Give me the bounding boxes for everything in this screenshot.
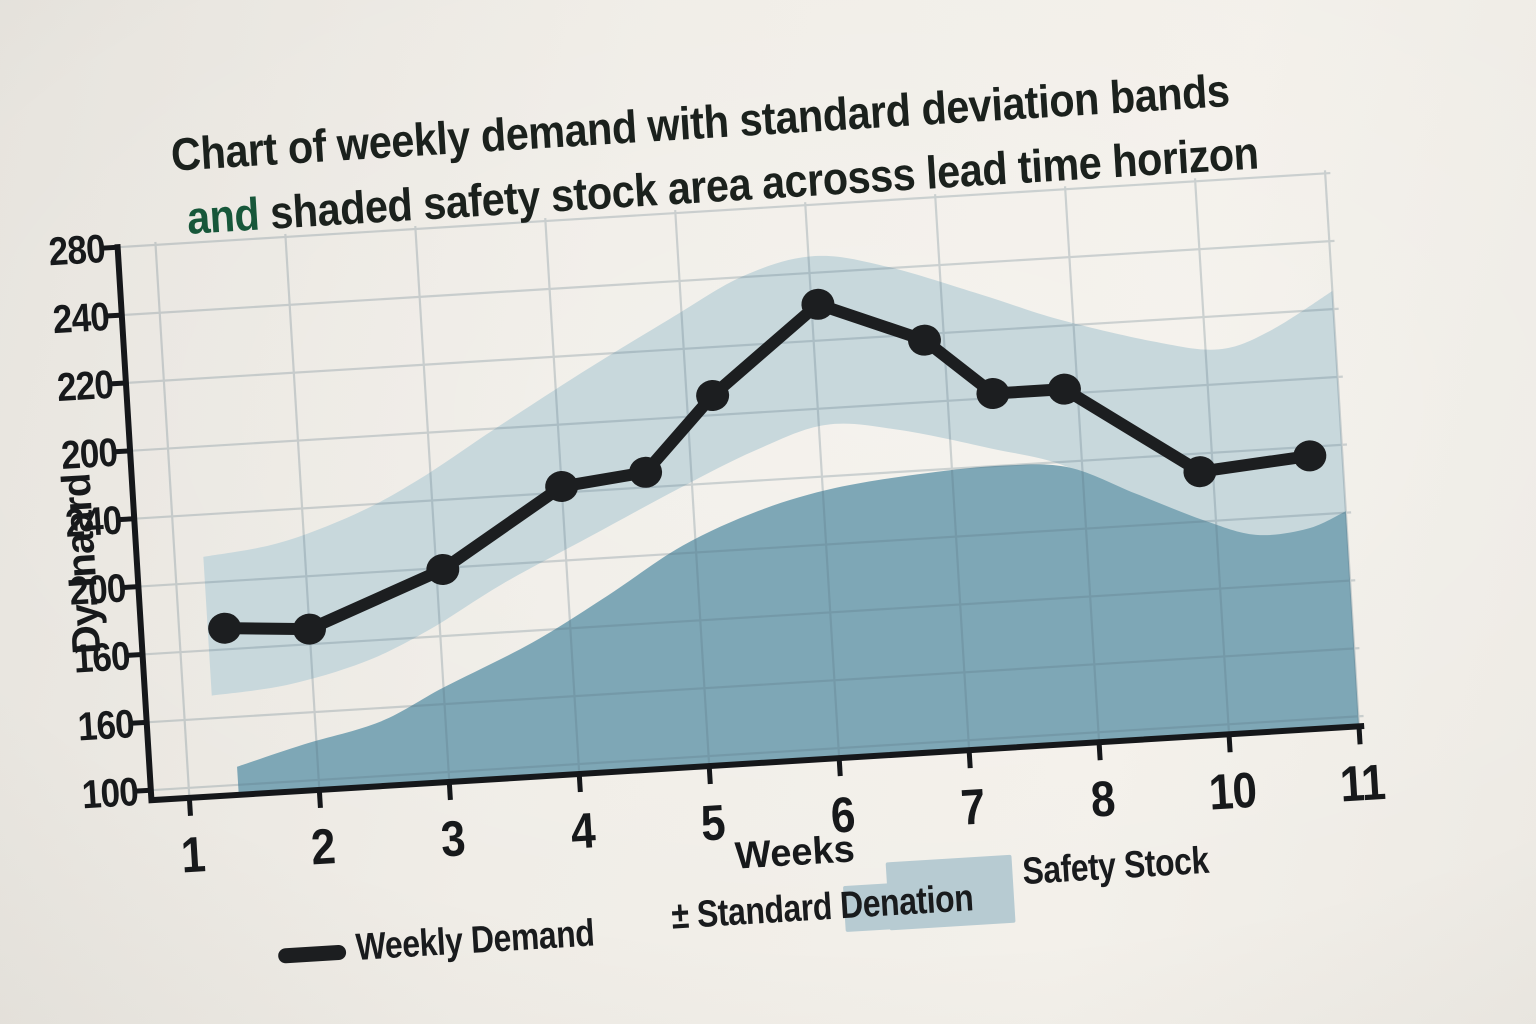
svg-text:100: 100 [81, 769, 140, 817]
svg-text:220: 220 [56, 362, 115, 410]
svg-text:1: 1 [179, 825, 206, 883]
svg-text:280: 280 [47, 226, 106, 274]
svg-text:8: 8 [1089, 770, 1116, 828]
svg-text:200: 200 [60, 430, 119, 478]
chart-title-line2-lead: and [185, 187, 261, 244]
svg-text:5: 5 [699, 794, 726, 852]
svg-text:200: 200 [68, 565, 127, 613]
svg-text:11: 11 [1338, 753, 1386, 812]
svg-text:160: 160 [72, 633, 131, 681]
weekly-demand-line [218, 298, 1316, 636]
svg-text:160: 160 [76, 701, 135, 749]
axes-spines [114, 244, 1365, 804]
y-tick-labels: 280 240 220 200 240 200 160 160 100 [47, 226, 139, 817]
std-dev-band-area [203, 255, 1348, 696]
svg-text:2: 2 [309, 817, 336, 875]
svg-text:4: 4 [569, 802, 597, 860]
svg-text:7: 7 [959, 778, 986, 836]
safety-stock-area [237, 464, 1359, 794]
svg-text:240: 240 [64, 497, 123, 545]
svg-text:3: 3 [439, 810, 466, 868]
svg-text:240: 240 [51, 294, 110, 342]
grid-lines [117, 170, 1364, 798]
svg-text:6: 6 [829, 786, 856, 844]
weekly-demand-points [208, 288, 1327, 645]
svg-text:10: 10 [1207, 761, 1258, 820]
tick-marks [99, 244, 1363, 816]
x-tick-labels: 1 2 3 4 5 6 7 8 10 11 [179, 753, 1386, 883]
